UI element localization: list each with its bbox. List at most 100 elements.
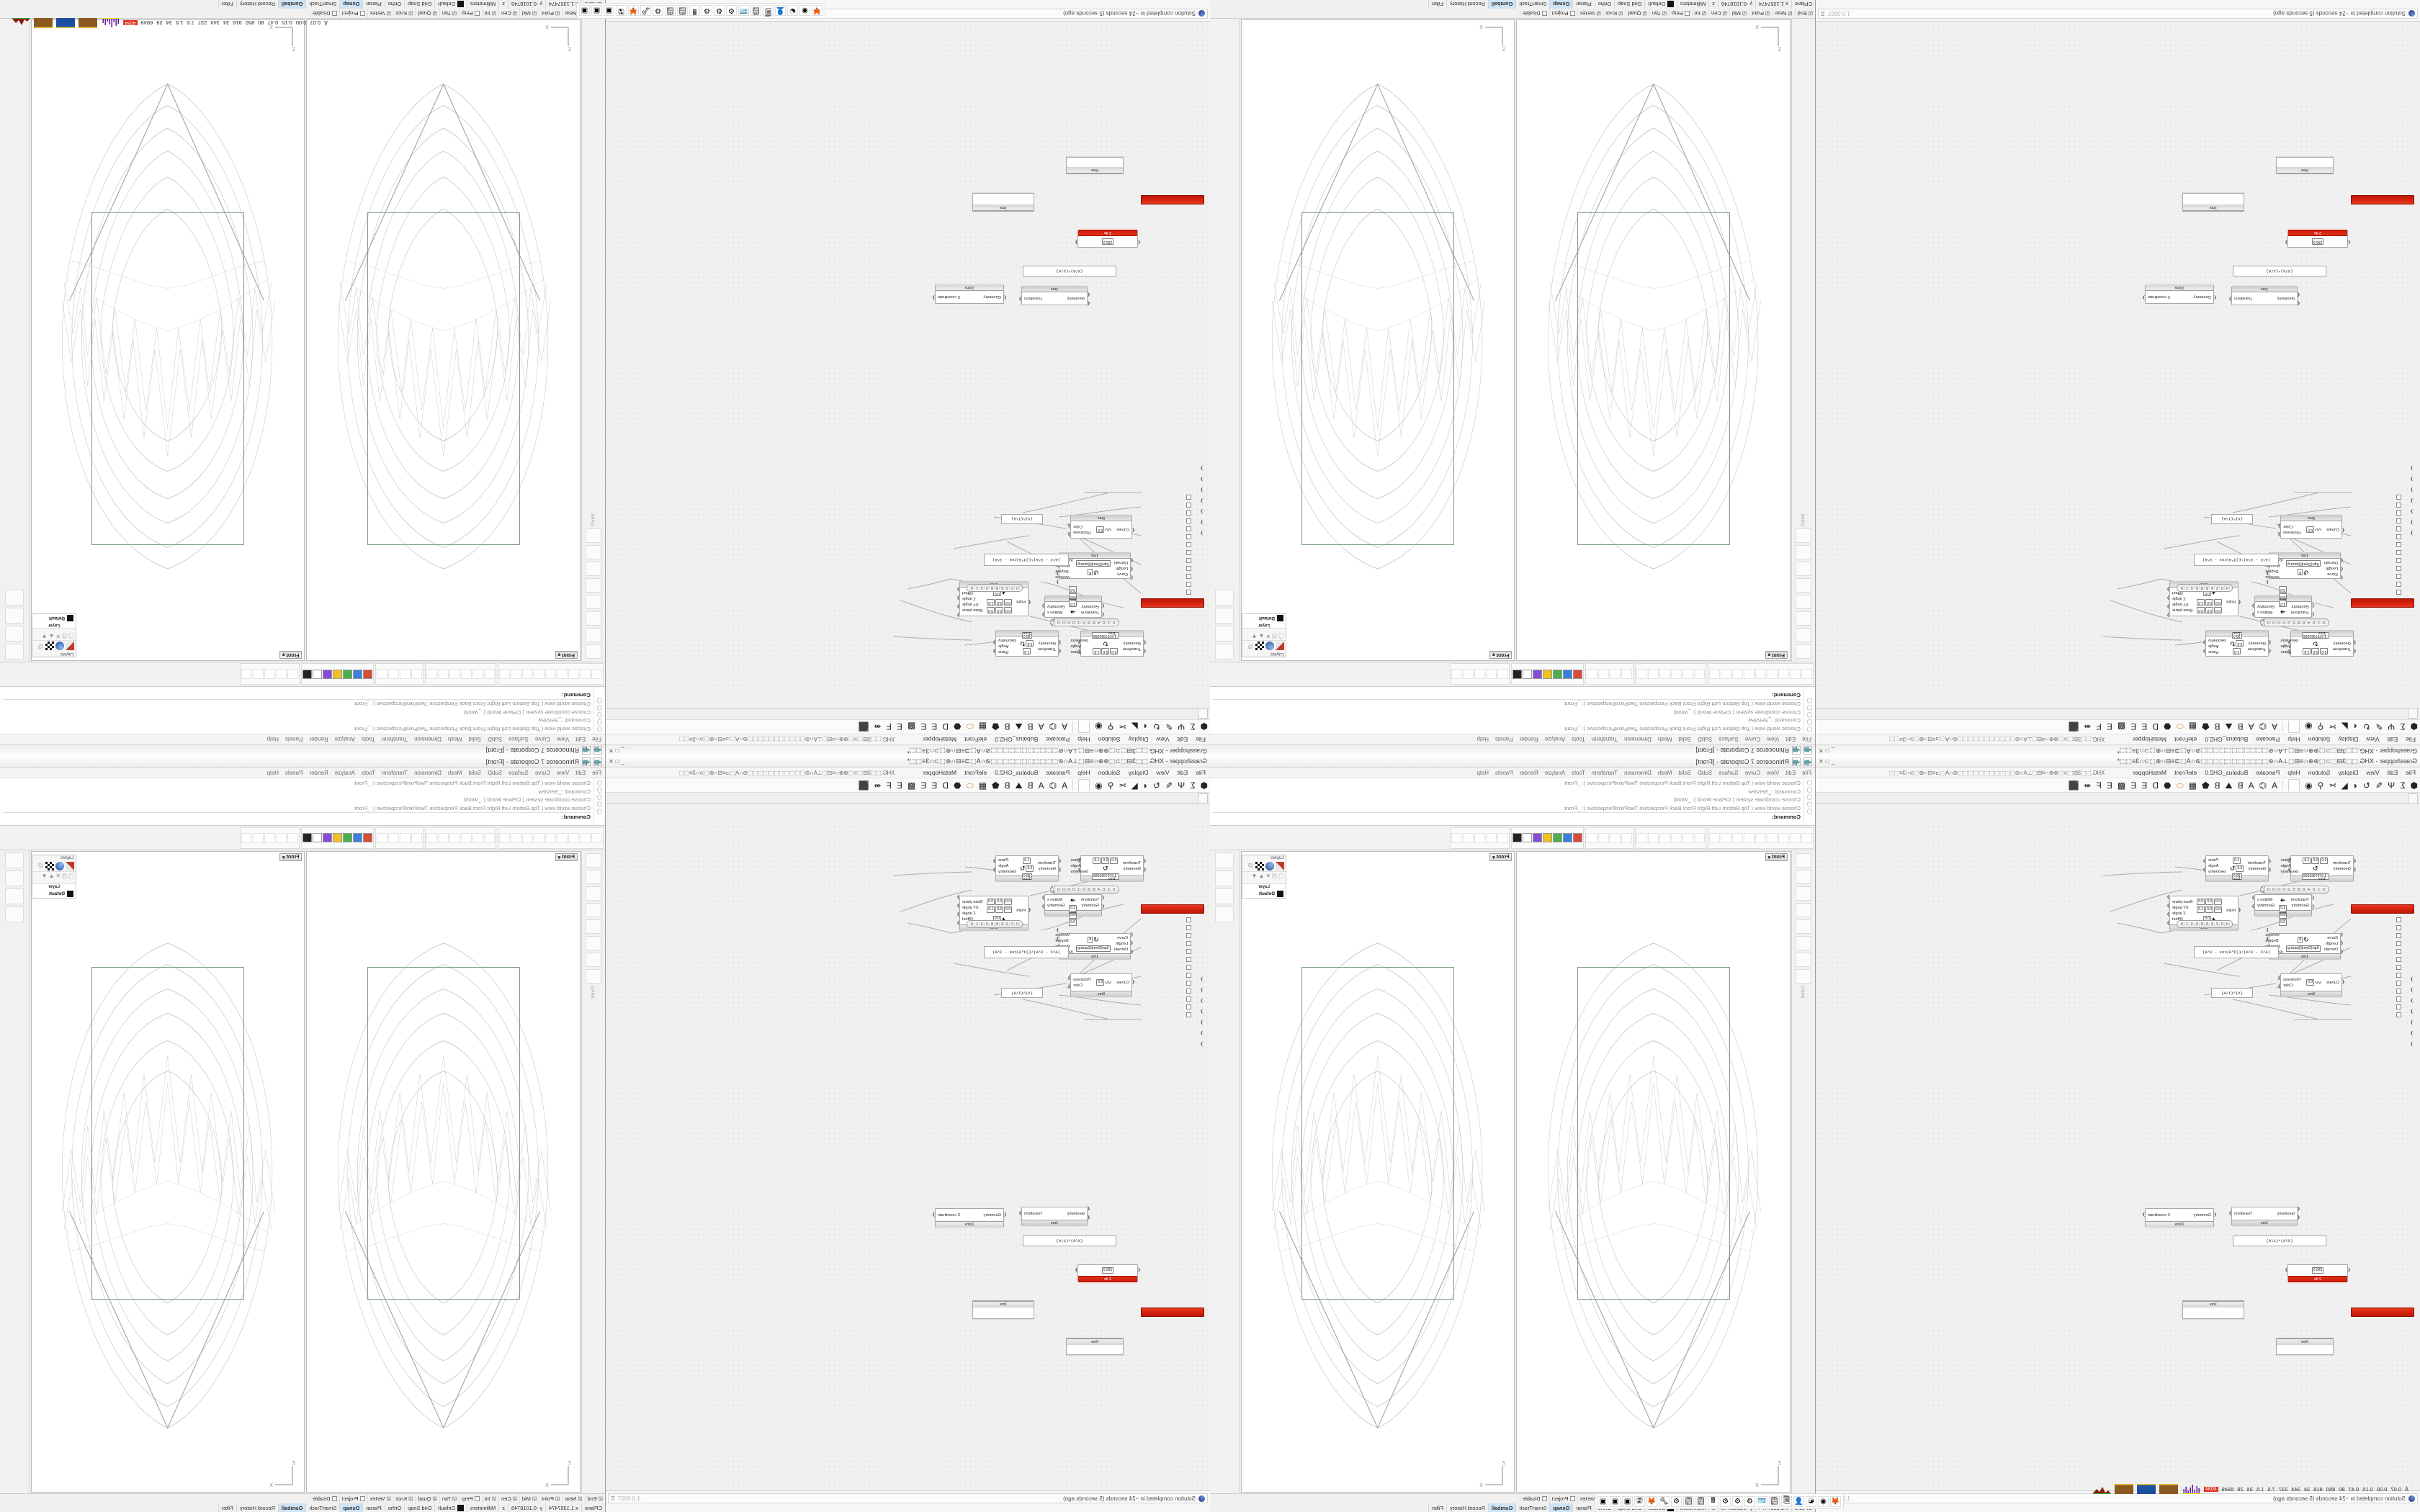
value-nib[interactable]: 1.0 xyxy=(2279,905,2287,912)
command-prompt[interactable]: Command: xyxy=(1213,690,1801,700)
component-body[interactable]: 1.0 0.0 ↻ 90.0 xyxy=(2228,632,2246,654)
list-item[interactable] xyxy=(2351,932,2401,940)
status-cplane[interactable]: CPlane xyxy=(581,1503,605,1512)
port-bracket[interactable]: ❩ xyxy=(2410,977,2414,982)
value-nib[interactable]: 1.0 xyxy=(987,906,995,914)
slow-component-bar-2[interactable] xyxy=(2351,195,2414,204)
checkbox[interactable] xyxy=(2396,1004,2401,1009)
list-item[interactable] xyxy=(2351,940,2401,948)
component-custom-preview[interactable]: ❨ ❩ ❩ Curves 〰 0.0 Thickness Color xyxy=(2277,515,2345,539)
component-move[interactable]: ❨ ❨ ❩ ❩ Transform Geometry ➜ 1.0 0.0 0.0 xyxy=(2251,894,2315,926)
port-bracket[interactable]: ❩ xyxy=(1200,1031,1204,1036)
save-icon[interactable] xyxy=(568,832,579,843)
layers-tab-icon[interactable] xyxy=(66,862,74,870)
grasshopper-canvas[interactable]: ❨ ❨ ❩ ❩ Transform Geometry 0.0 0.0 1.0 ↻ -… xyxy=(1816,22,2420,708)
curve-icon[interactable]: ↻ xyxy=(2362,780,2370,791)
output-ports[interactable]: ❩ xyxy=(932,294,936,300)
value-nib[interactable]: 0.0 xyxy=(2197,898,2205,905)
output-ports[interactable]: ❩❩❩❩ xyxy=(2166,894,2171,926)
rhino-menu-subd[interactable]: SubD xyxy=(488,736,503,742)
component-body[interactable]: 256.0 xyxy=(2288,1266,2347,1274)
digit[interactable]: 2 xyxy=(2287,887,2291,892)
digit-group[interactable]: 0 1 0 4 8 8 5 2 0 0 0 0 xyxy=(1057,887,1116,892)
close-icon[interactable]: ✕ xyxy=(609,747,614,754)
expression-component-2[interactable]: (X)^(1\A) xyxy=(2211,514,2253,524)
list-item[interactable] xyxy=(2351,995,2401,1003)
component-body[interactable]: 〰 0.0 xyxy=(2303,523,2324,536)
osnap-perp[interactable]: Perp xyxy=(458,9,482,18)
terminal-icon[interactable]: ▣ xyxy=(579,5,590,17)
hide-icon[interactable] xyxy=(400,832,411,843)
component-body[interactable]: 0.0 0.0 0.0 0.0 0.0 1.0 ◕ 0.0 xyxy=(985,589,1014,614)
digit[interactable]: 0 xyxy=(2195,585,2200,590)
block-icon[interactable] xyxy=(253,669,264,680)
ribbon-active-tab[interactable] xyxy=(2288,721,2300,733)
menu-metahopper[interactable]: MetaHopper xyxy=(923,769,956,776)
calculator-icon[interactable]: 🖩 xyxy=(689,5,700,17)
addon-e3-icon[interactable]: E xyxy=(896,721,902,732)
open-file-icon[interactable] xyxy=(580,669,591,680)
rhino-menu-edit[interactable]: Edit xyxy=(1785,770,1796,776)
command-history[interactable]: Choose world view ( Top Bottom Left Righ… xyxy=(0,687,593,734)
move-up-icon[interactable]: ▲ xyxy=(48,873,55,879)
ribbon-active-tab[interactable] xyxy=(1078,779,1090,791)
layers-toolbar[interactable]: 🗋 🗊 ✕ ▲ ▼ xyxy=(32,871,76,883)
move-down-icon[interactable]: ▼ xyxy=(41,873,48,879)
value-nib[interactable]: 0.0 xyxy=(2236,865,2244,872)
checkbox[interactable] xyxy=(2396,996,2401,1002)
list-item[interactable] xyxy=(1141,541,1191,549)
curve-icon[interactable]: ↻ xyxy=(1152,780,1160,791)
osnap-disable[interactable]: Disable xyxy=(1519,1494,1549,1503)
digit[interactable]: 2 xyxy=(2215,585,2220,590)
checkbox[interactable] xyxy=(2396,1012,2401,1017)
component-lower-4[interactable]: 1ms xyxy=(2182,193,2244,212)
value-nib[interactable]: 0.0 xyxy=(1110,858,1119,864)
list-item[interactable] xyxy=(2351,987,2401,995)
color-swatch-black[interactable] xyxy=(302,833,312,842)
checkbox[interactable] xyxy=(1186,503,1191,508)
id-card-icon[interactable]: 🪪 xyxy=(738,5,749,17)
component-lower-4[interactable]: 1ms xyxy=(972,193,1034,212)
status-recordhistory[interactable]: Record History xyxy=(1446,0,1488,9)
digit-scroller-1[interactable]: 0 1 0 4 8 8 5 2 0 0 0 0 Digit Scroller xyxy=(1050,886,1119,894)
maximize-icon[interactable]: □ xyxy=(615,758,619,765)
component-lower-1[interactable]: ❨ ❨ ❩ Geometry Transform 1ms xyxy=(2228,286,2300,306)
port-bracket[interactable]: ❩ xyxy=(2410,1042,2414,1047)
intersect-icon[interactable]: ✂ xyxy=(1119,780,1126,791)
component-body[interactable]: 1.0 0.0 ↻ 90.0 xyxy=(2228,858,2246,880)
params-icon[interactable]: ⬢ xyxy=(1200,780,1208,791)
list-item[interactable] xyxy=(2351,955,2401,963)
addon-a1-icon[interactable]: A xyxy=(1062,780,1068,791)
checkbox[interactable] xyxy=(1186,981,1191,986)
list-item[interactable] xyxy=(1141,987,1191,995)
value-nib[interactable]: 1.0 xyxy=(1069,905,1077,912)
menu-view[interactable]: View xyxy=(1156,769,1170,776)
list-item[interactable] xyxy=(1141,501,1191,509)
rhino-command-area[interactable]: ◯ ◯ ◯ ◯ ◯ Choose world view ( Top Bottom… xyxy=(1210,686,1815,734)
rhino-menu-edit[interactable]: Edit xyxy=(575,770,586,776)
color-swatch-white[interactable] xyxy=(1523,670,1532,679)
checkbox[interactable] xyxy=(1186,925,1191,930)
notepad-icon[interactable]: 🗒 xyxy=(1769,1495,1780,1507)
component-lower-2[interactable]: ❨ ❩ Geometry X coordinate 10ms xyxy=(932,284,1007,304)
hide-icon[interactable] xyxy=(1610,832,1621,843)
duplicate-layer-icon[interactable]: 🗊 xyxy=(62,632,68,639)
layer-color-swatch[interactable] xyxy=(67,891,73,897)
digit[interactable]: 8 xyxy=(1092,887,1096,892)
port-bracket[interactable]: ❩ xyxy=(2410,476,2414,481)
display-icon[interactable]: ◉ xyxy=(2305,780,2313,791)
rhino-menu-help[interactable]: Help xyxy=(266,770,279,776)
digit[interactable]: 8 xyxy=(2205,922,2210,927)
value-nib[interactable]: 0.0 xyxy=(2214,598,2223,606)
window-controls[interactable]: _ □ ✕ xyxy=(609,747,624,754)
transform-tool-icon[interactable] xyxy=(1796,528,1811,543)
value-nib[interactable]: 1.0 xyxy=(1023,858,1031,864)
osnap-disable[interactable]: Disable xyxy=(1519,9,1549,18)
digit[interactable]: 0 xyxy=(985,922,990,927)
layers-toolbar[interactable]: 🗋 🗊 ✕ ▲ ▼ xyxy=(32,629,76,641)
color-swatch-red[interactable] xyxy=(363,670,372,679)
addon-mosquito-icon[interactable]: ⇴ xyxy=(2084,780,2092,791)
rhino-command-area[interactable]: ◯ ◯ ◯ ◯ ◯ Choose world view ( Top Bottom… xyxy=(0,778,605,826)
addon-d-icon[interactable]: D xyxy=(942,780,949,791)
digit[interactable]: 0 xyxy=(2272,620,2276,625)
